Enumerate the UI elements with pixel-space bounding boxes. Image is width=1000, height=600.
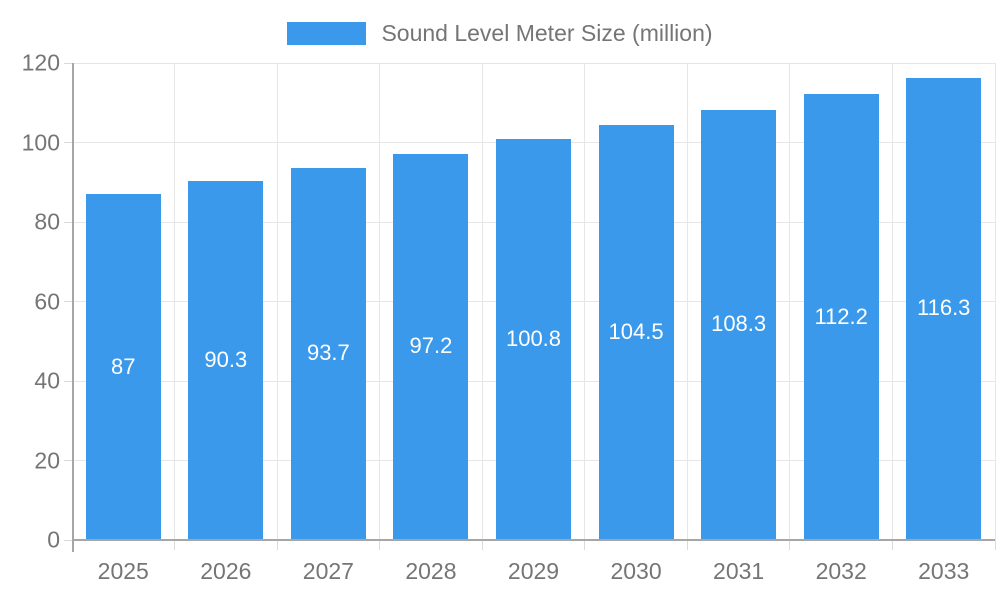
y-axis-label: 20 <box>34 447 60 473</box>
x-axis-tick <box>994 540 996 550</box>
x-gridline <box>994 63 996 540</box>
chart-legend: Sound Level Meter Size (million) <box>0 20 1000 47</box>
y-axis-tick <box>64 460 72 461</box>
bar-value-label: 87 <box>111 353 136 379</box>
x-axis-tick <box>379 540 381 550</box>
y-axis-tick <box>64 62 72 64</box>
bar-value-label: 108.3 <box>711 311 767 337</box>
x-axis-tick <box>174 540 176 550</box>
x-gridline <box>174 63 176 540</box>
y-gridline <box>72 62 995 64</box>
y-axis-tick <box>64 221 72 223</box>
bar-2029[interactable]: 100.8 <box>496 139 571 539</box>
bar-2026[interactable]: 90.3 <box>188 181 264 539</box>
bar-2032[interactable]: 112.2 <box>803 94 879 539</box>
y-axis-tick <box>64 142 72 143</box>
x-axis-tick <box>481 540 483 550</box>
legend-label: Sound Level Meter Size (million) <box>381 20 713 46</box>
x-axis-tick <box>789 540 791 550</box>
bar-value-label: 90.3 <box>204 347 248 373</box>
y-axis-label: 80 <box>34 208 60 235</box>
y-axis-label: 100 <box>21 129 60 155</box>
x-gridline <box>276 63 278 540</box>
y-axis-label: 40 <box>34 367 60 394</box>
bar-value-label: 104.5 <box>608 318 664 344</box>
x-gridline <box>686 63 688 540</box>
x-axis-label: 2026 <box>200 558 252 584</box>
x-axis-label: 2025 <box>97 558 149 584</box>
x-gridline <box>379 63 381 540</box>
x-axis-label: 2031 <box>713 558 765 584</box>
legend-item[interactable]: Sound Level Meter Size (million) <box>287 20 713 47</box>
y-axis-tick <box>64 380 72 382</box>
legend-swatch <box>287 22 367 45</box>
bar-value-label: 116.3 <box>917 295 971 321</box>
x-axis-label: 2028 <box>405 558 457 584</box>
y-axis-line <box>72 63 74 552</box>
x-axis-line <box>72 539 995 541</box>
x-axis-label: 2030 <box>610 558 662 584</box>
x-gridline <box>481 63 483 540</box>
y-axis-tick <box>64 301 72 302</box>
x-axis-label: 2032 <box>815 558 867 584</box>
x-gridline <box>891 63 893 540</box>
y-axis-label: 120 <box>21 49 60 76</box>
x-axis-label: 2027 <box>302 558 354 584</box>
bar-2028[interactable]: 97.2 <box>393 153 469 539</box>
bar-value-label: 97.2 <box>409 333 453 359</box>
bar-value-label: 100.8 <box>505 326 562 352</box>
y-axis-label: 0 <box>47 526 60 553</box>
x-axis-tick <box>584 540 586 550</box>
bar-2025[interactable]: 87 <box>85 194 161 539</box>
bar-2030[interactable]: 104.5 <box>598 124 674 539</box>
x-axis-tick <box>686 540 688 550</box>
y-axis-label: 60 <box>34 288 60 314</box>
x-axis-tick <box>891 540 893 550</box>
bar-2027[interactable]: 93.7 <box>290 167 366 539</box>
bar-value-label: 112.2 <box>814 303 868 329</box>
bar-2031[interactable]: 108.3 <box>701 109 777 539</box>
plot-area: 0 20 40 60 80 100 120 87 2025 90.3 2026 93.7 2027 97.… <box>22 51 996 583</box>
x-axis-label: 2029 <box>507 558 560 584</box>
x-axis-tick <box>276 540 278 550</box>
bar-value-label: 93.7 <box>306 340 350 366</box>
x-axis-label: 2033 <box>918 558 970 584</box>
x-gridline <box>584 63 586 540</box>
bar-2033[interactable]: 116.3 <box>906 77 982 539</box>
y-axis-tick <box>64 539 72 541</box>
x-gridline <box>789 63 791 540</box>
